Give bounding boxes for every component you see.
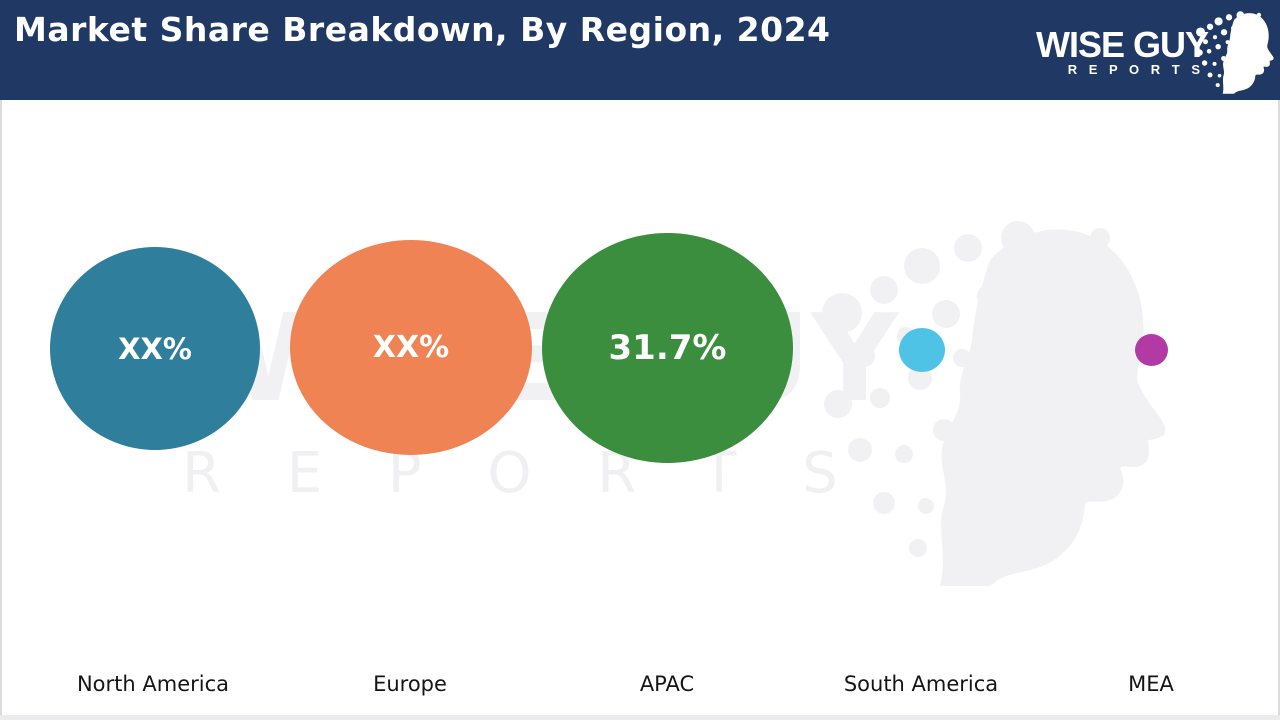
category-label-south-america: South America xyxy=(843,672,999,696)
logo-reports-text: R E P O R T S xyxy=(1067,62,1204,77)
watermark-head-icon xyxy=(822,221,1166,586)
category-label-north-america: North America xyxy=(76,672,230,696)
bubble-europe: XX% xyxy=(290,240,532,455)
bubble-mea xyxy=(1135,334,1168,366)
logo-wordmark: WISE GUY xyxy=(1035,24,1209,65)
page-border-bottom xyxy=(0,715,1280,720)
bubble-apac: 31.7% xyxy=(542,233,793,463)
page-border-left xyxy=(0,100,2,720)
wiseguy-logo: WISE GUY R E P O R T S xyxy=(1025,0,1274,100)
page-border-right xyxy=(1278,100,1280,720)
bubble-south-america xyxy=(899,328,945,372)
category-label-apac: APAC xyxy=(639,672,695,696)
bubble-north-america: XX% xyxy=(50,247,260,450)
header: Market Share Breakdown, By Region, 2024 … xyxy=(0,0,1280,100)
logo-head-icon xyxy=(1196,11,1274,94)
category-label-mea: MEA xyxy=(1128,672,1174,696)
bubble-value-label: XX% xyxy=(372,330,450,365)
bubble-value-label: 31.7% xyxy=(608,328,727,368)
bubble-value-label: XX% xyxy=(118,331,192,366)
page-title: Market Share Breakdown, By Region, 2024 xyxy=(14,10,831,49)
watermark-reports-text: R E P O R T S xyxy=(182,441,862,506)
category-label-europe: Europe xyxy=(373,672,447,696)
